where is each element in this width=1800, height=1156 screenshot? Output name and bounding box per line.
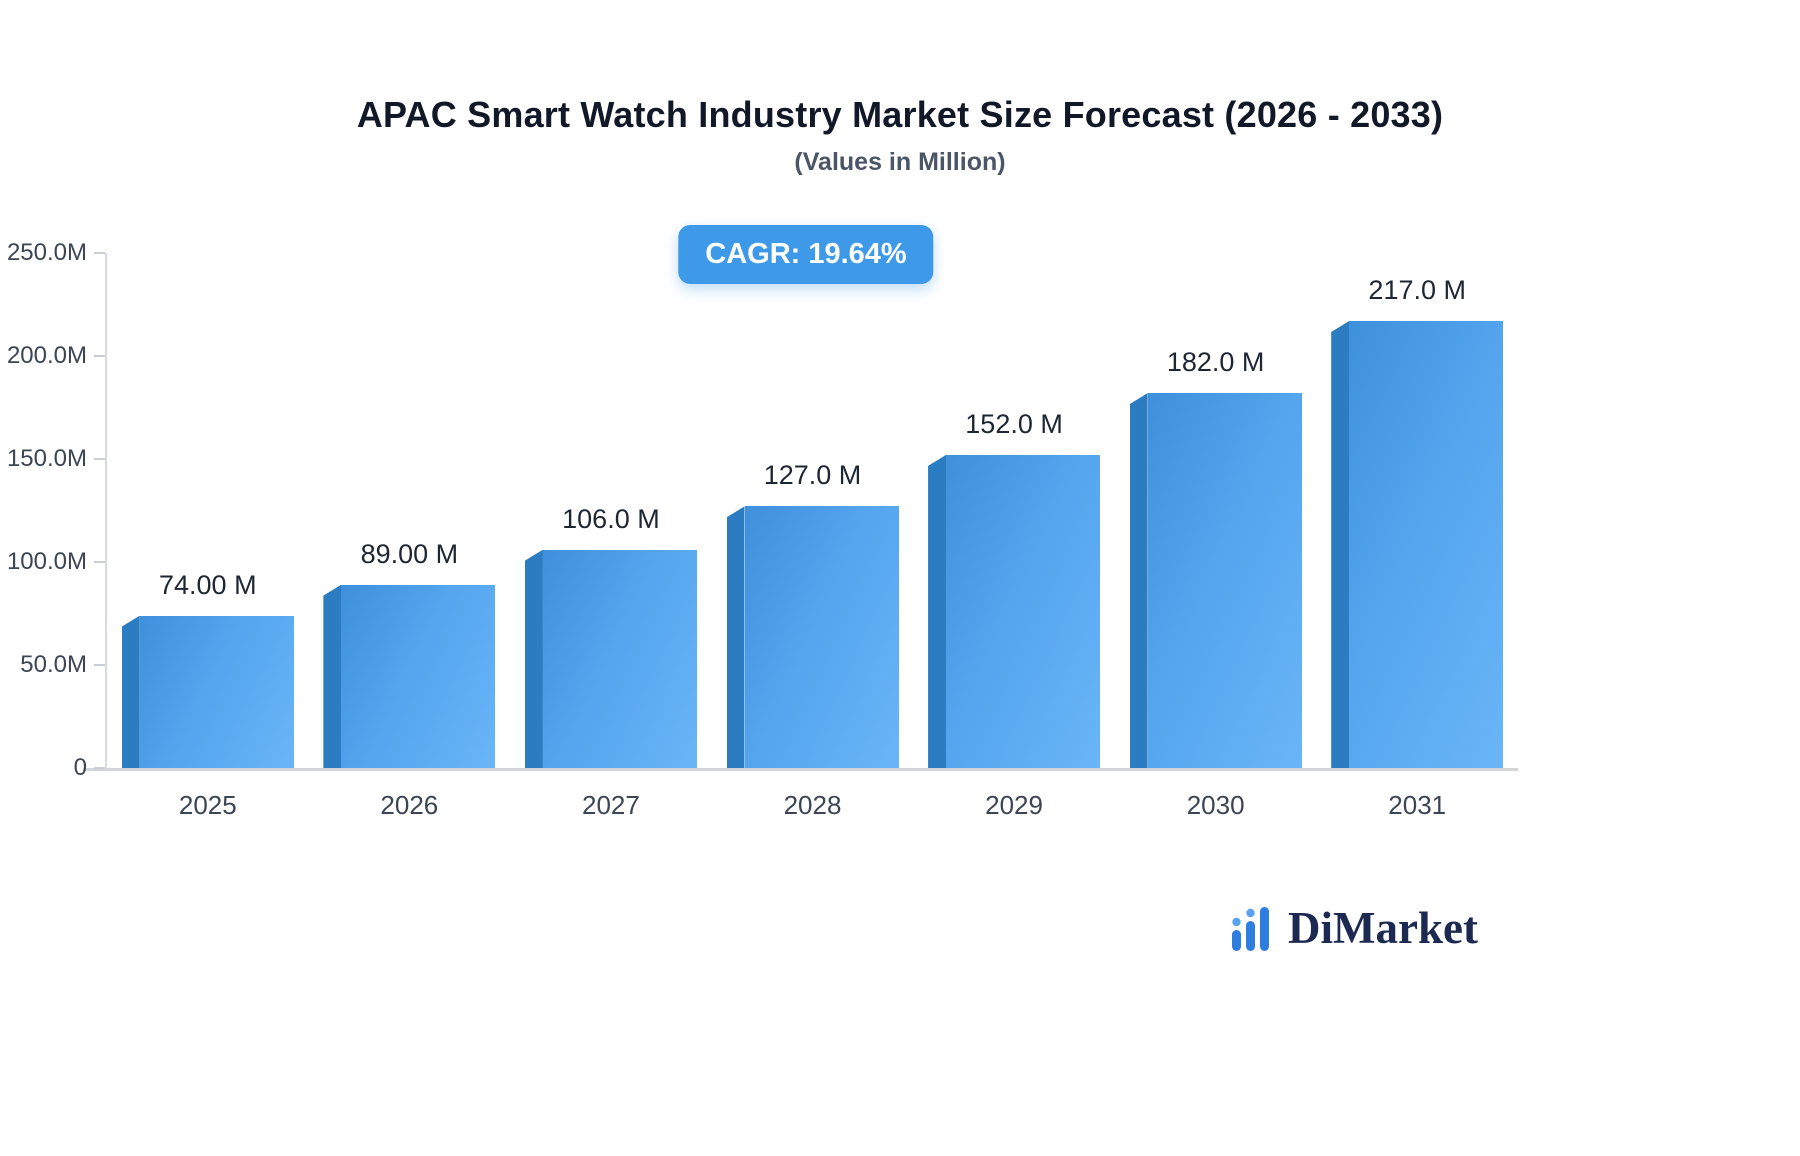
y-axis-tick-label: 150.0M [6, 445, 87, 472]
bar-value-label: 74.00 M [159, 569, 257, 600]
page-title: APAC Smart Watch Industry Market Size Fo… [356, 94, 1444, 135]
y-axis-tick-mark [94, 767, 105, 769]
bar-side-face [1331, 320, 1350, 768]
y-axis-tick-label: 0 [73, 754, 87, 781]
bar-value-label: 217.0 M [1368, 274, 1466, 305]
bar-front-face [341, 584, 496, 768]
bar-2028: 127.0 M [726, 460, 899, 768]
y-axis-tick-mark [94, 561, 105, 563]
bar-value-label: 152.0 M [965, 408, 1063, 439]
y-axis-tick-label: 100.0M [6, 548, 87, 575]
x-axis-label: 2027 [582, 790, 640, 820]
bar-front-face [946, 454, 1101, 768]
chart-subtitle: (Values in Million) [794, 148, 1006, 176]
brand-logo: DiMarket [1228, 903, 1478, 951]
bar-value-label: 127.0 M [763, 460, 862, 491]
y-axis-tick-mark [94, 355, 105, 357]
x-axis-label: 2029 [985, 790, 1043, 820]
chart-logo-icon [1228, 903, 1276, 951]
bar-2030: 182.0 M [1129, 347, 1302, 768]
y-axis-tick-mark [94, 252, 105, 254]
bar-side-face [524, 549, 543, 768]
bar-side-face [121, 615, 140, 768]
y-axis-tick-label: 250.0M [6, 239, 87, 266]
x-axis-label: 2030 [1186, 790, 1245, 820]
cagr-badge: CAGR: 19.64% [678, 225, 934, 284]
y-axis-tick-mark [94, 664, 105, 666]
y-axis-tick-mark [94, 458, 105, 460]
bar-2026: 89.00 M [323, 539, 496, 768]
bar-2027: 106.0 M [524, 504, 697, 768]
bar-front-face [1349, 320, 1504, 768]
bar-side-face [323, 584, 342, 768]
bar-2029: 152.0 M [928, 409, 1101, 768]
bar-side-face [726, 506, 745, 768]
bar-value-label: 106.0 M [562, 503, 660, 534]
x-axis-label: 2025 [178, 790, 237, 820]
x-axis-label: 2026 [380, 790, 439, 820]
x-axis-label: 2028 [783, 790, 842, 820]
plot-area: 0 50.0M 100.0M 150.0M 200.0M 250.0M 74.00 M 202… [7, 239, 1518, 820]
bar-value-label: 89.00 M [360, 538, 459, 569]
bar-2025: 74.00 M [121, 570, 294, 768]
y-axis-tick-label: 50.0M [20, 651, 87, 678]
bar-front-face [139, 615, 294, 768]
bar-2031: 217.0 M [1331, 275, 1504, 768]
bar-side-face [1129, 393, 1148, 768]
x-axis-label: 2031 [1388, 790, 1447, 820]
bar-front-face [744, 506, 899, 768]
bar-value-label: 182.0 M [1166, 347, 1265, 378]
logo-text: DiMarket [1288, 903, 1478, 953]
bar-front-face [542, 549, 697, 768]
bar-side-face [928, 454, 947, 768]
y-axis-tick-label: 200.0M [6, 342, 87, 369]
bar-front-face [1147, 393, 1302, 768]
